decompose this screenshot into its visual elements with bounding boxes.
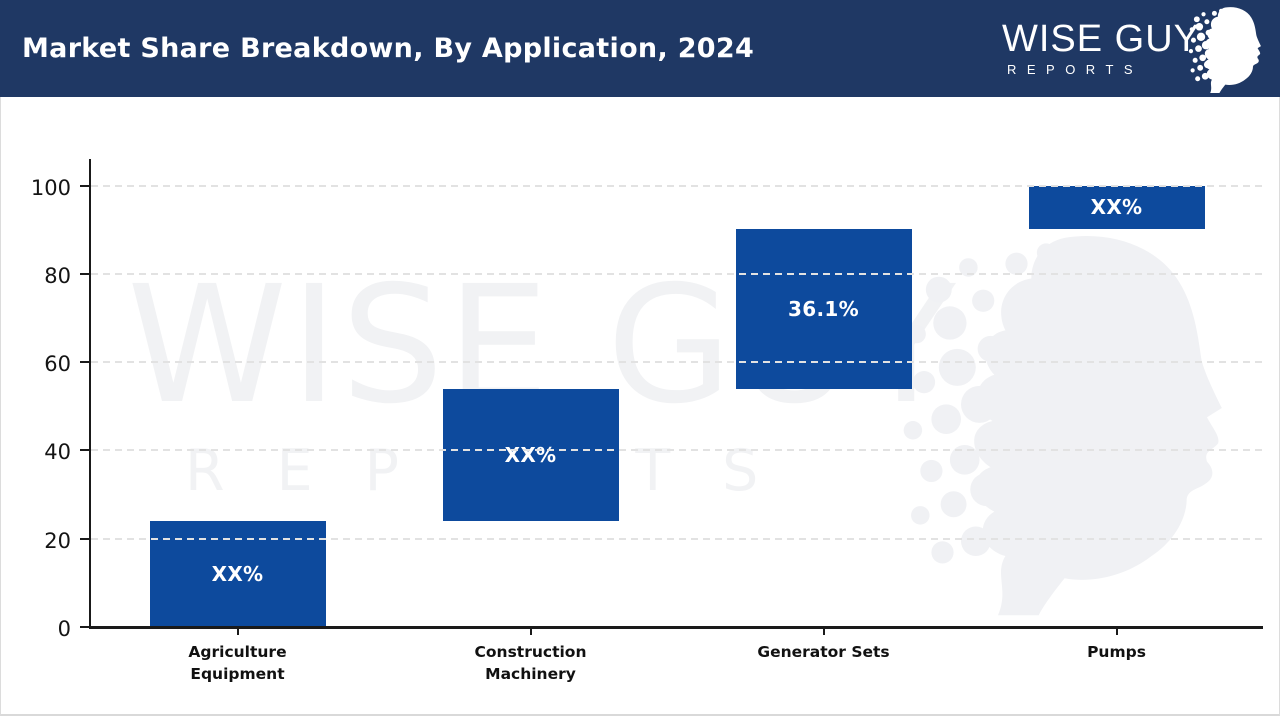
x-category-label: Pumps	[1087, 643, 1146, 661]
brand-logo: WISE GUY REPORTS	[1002, 5, 1270, 93]
category-column: 36.1% Generator Sets	[677, 159, 970, 661]
y-tick-20	[80, 537, 89, 540]
y-tick-label-60: 60	[44, 352, 71, 377]
y-tick-0	[80, 626, 89, 628]
chart-card: WISE GUY REPORTS XX%Agriculture Equipmen…	[0, 97, 1280, 716]
bar-generator-sets: 36.1%	[735, 229, 912, 389]
plot-area: XX% Agriculture Equipment XX% Construction …	[31, 159, 1263, 683]
bar-value-label: XX%	[1090, 195, 1143, 220]
bar-construction-machinery: XX%	[442, 388, 619, 522]
x-tick	[822, 628, 825, 635]
y-tick-40	[80, 449, 89, 452]
x-category-label: Construction Machinery	[474, 643, 587, 683]
dotted-face-icon	[1188, 6, 1261, 93]
watermark-face-icon	[903, 236, 1222, 616]
gridline-80	[91, 272, 1263, 275]
x-tick	[236, 628, 239, 635]
bar-value-label: XX%	[211, 562, 264, 587]
y-tick-60	[80, 361, 89, 364]
y-axis-spine	[89, 159, 91, 629]
x-category-label: Generator Sets	[757, 643, 890, 661]
category-column: XX% Pumps	[970, 159, 1263, 661]
category-column: XX% Agriculture Equipment	[91, 159, 384, 683]
y-tick-80	[80, 272, 89, 275]
x-tick	[1115, 628, 1118, 635]
gridline-100	[91, 184, 1263, 187]
brand-subtitle: REPORTS	[1006, 62, 1144, 77]
header-bar: Market Share Breakdown, By Application, …	[0, 0, 1280, 97]
x-axis-spine	[89, 626, 1263, 629]
y-tick-label-40: 40	[44, 440, 71, 465]
y-tick-100	[80, 184, 89, 187]
brand-name: WISE GUY	[1001, 18, 1200, 60]
x-category-label: Agriculture Equipment	[188, 643, 287, 683]
y-tick-label-20: 20	[44, 528, 71, 553]
x-tick	[529, 628, 532, 635]
bar-columns: XX% Agriculture Equipment XX% Construction …	[91, 159, 1263, 683]
bar-value-label: 36.1%	[788, 296, 859, 321]
bar-value-label: XX%	[504, 442, 557, 467]
brand-logo-text: WISE GUY REPORTS	[1002, 20, 1200, 77]
y-tick-label-80: 80	[44, 263, 71, 288]
y-tick-label-100: 100	[30, 175, 71, 200]
y-tick-label-0: 0	[57, 617, 71, 641]
page-title: Market Share Breakdown, By Application, …	[22, 33, 755, 64]
category-column: XX% Construction Machinery	[384, 159, 677, 683]
gridline-60	[91, 361, 1263, 364]
bar-pumps: XX%	[1028, 185, 1205, 230]
gridline-20	[91, 537, 1263, 540]
gridline-40	[91, 449, 1263, 452]
